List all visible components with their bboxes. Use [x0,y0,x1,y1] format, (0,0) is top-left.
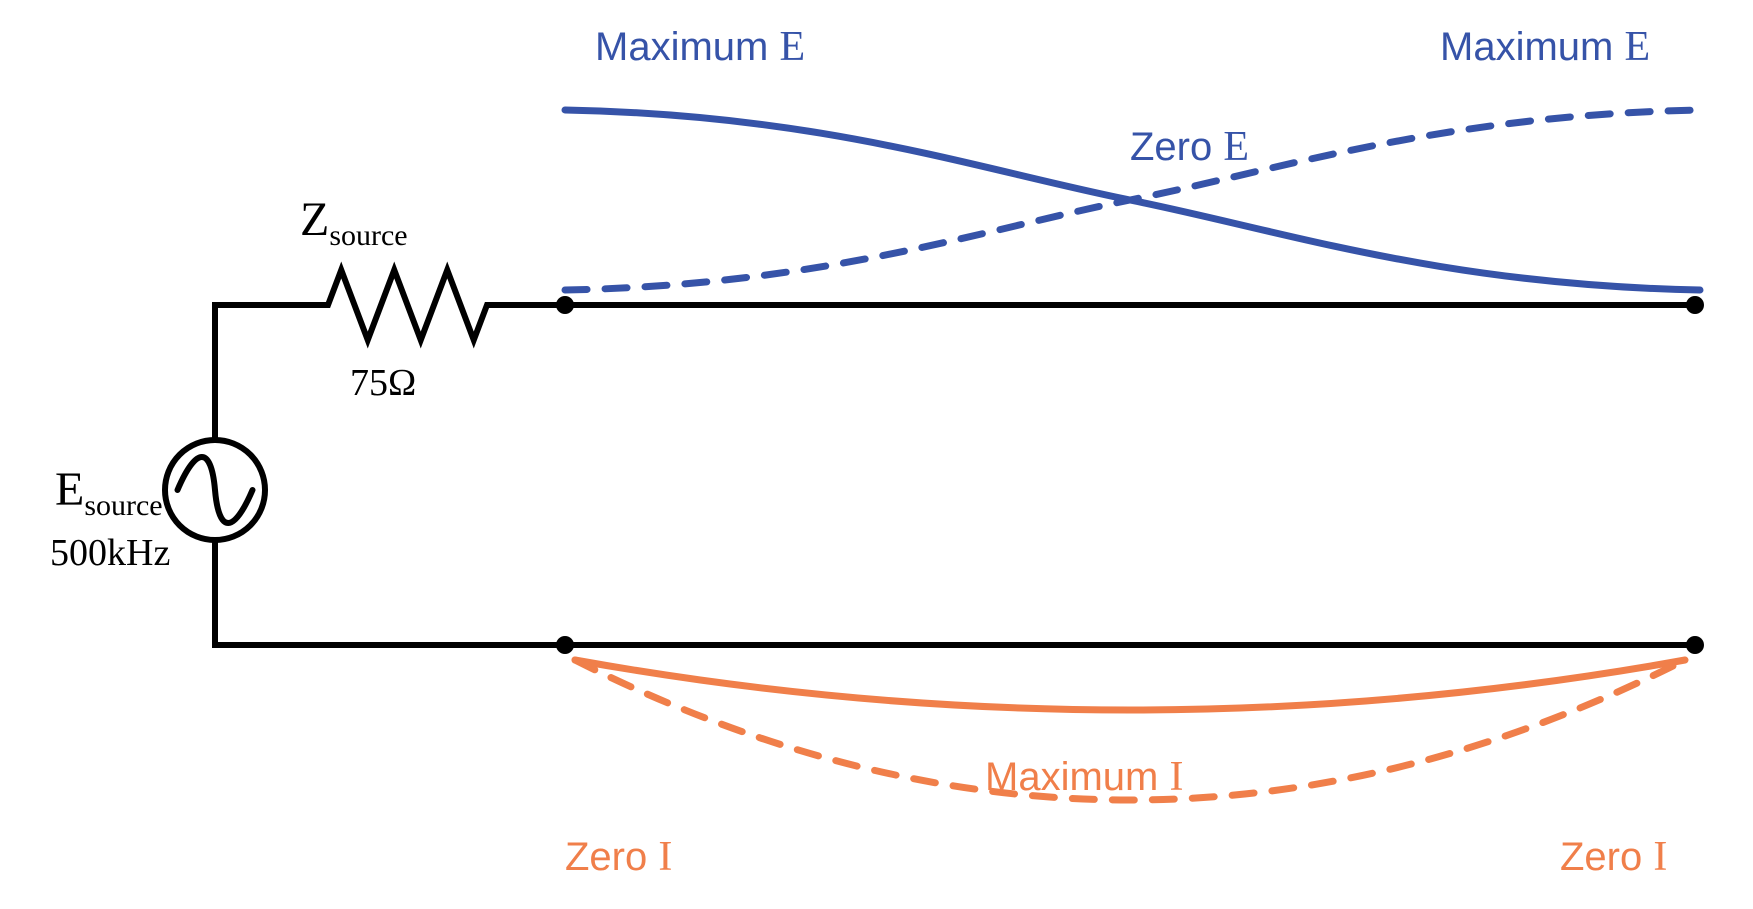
resistor-zigzag [310,270,505,340]
svg-text:500kHz: 500kHz [50,532,170,574]
connection-nodes [556,296,1704,654]
ac-source [165,440,265,540]
svg-text:75Ω: 75Ω [350,362,416,404]
svg-text:Maximum E: Maximum E [1440,24,1650,70]
circuit-diagram: Esource 500kHz Zsource 75Ω Maximum E Maximum … [0,0,1753,909]
svg-text:Esource: Esource [55,463,163,522]
svg-text:Zero I: Zero I [1560,834,1667,880]
svg-text:Maximum I: Maximum I [985,754,1183,800]
svg-text:Maximum E: Maximum E [595,24,805,70]
wires [0,0,1695,645]
svg-text:Zero I: Zero I [565,834,672,880]
labels: Esource 500kHz Zsource 75Ω Maximum E Maximum … [50,24,1667,880]
svg-text:Zsource: Zsource [300,193,408,252]
svg-text:Zero E: Zero E [1130,124,1249,170]
